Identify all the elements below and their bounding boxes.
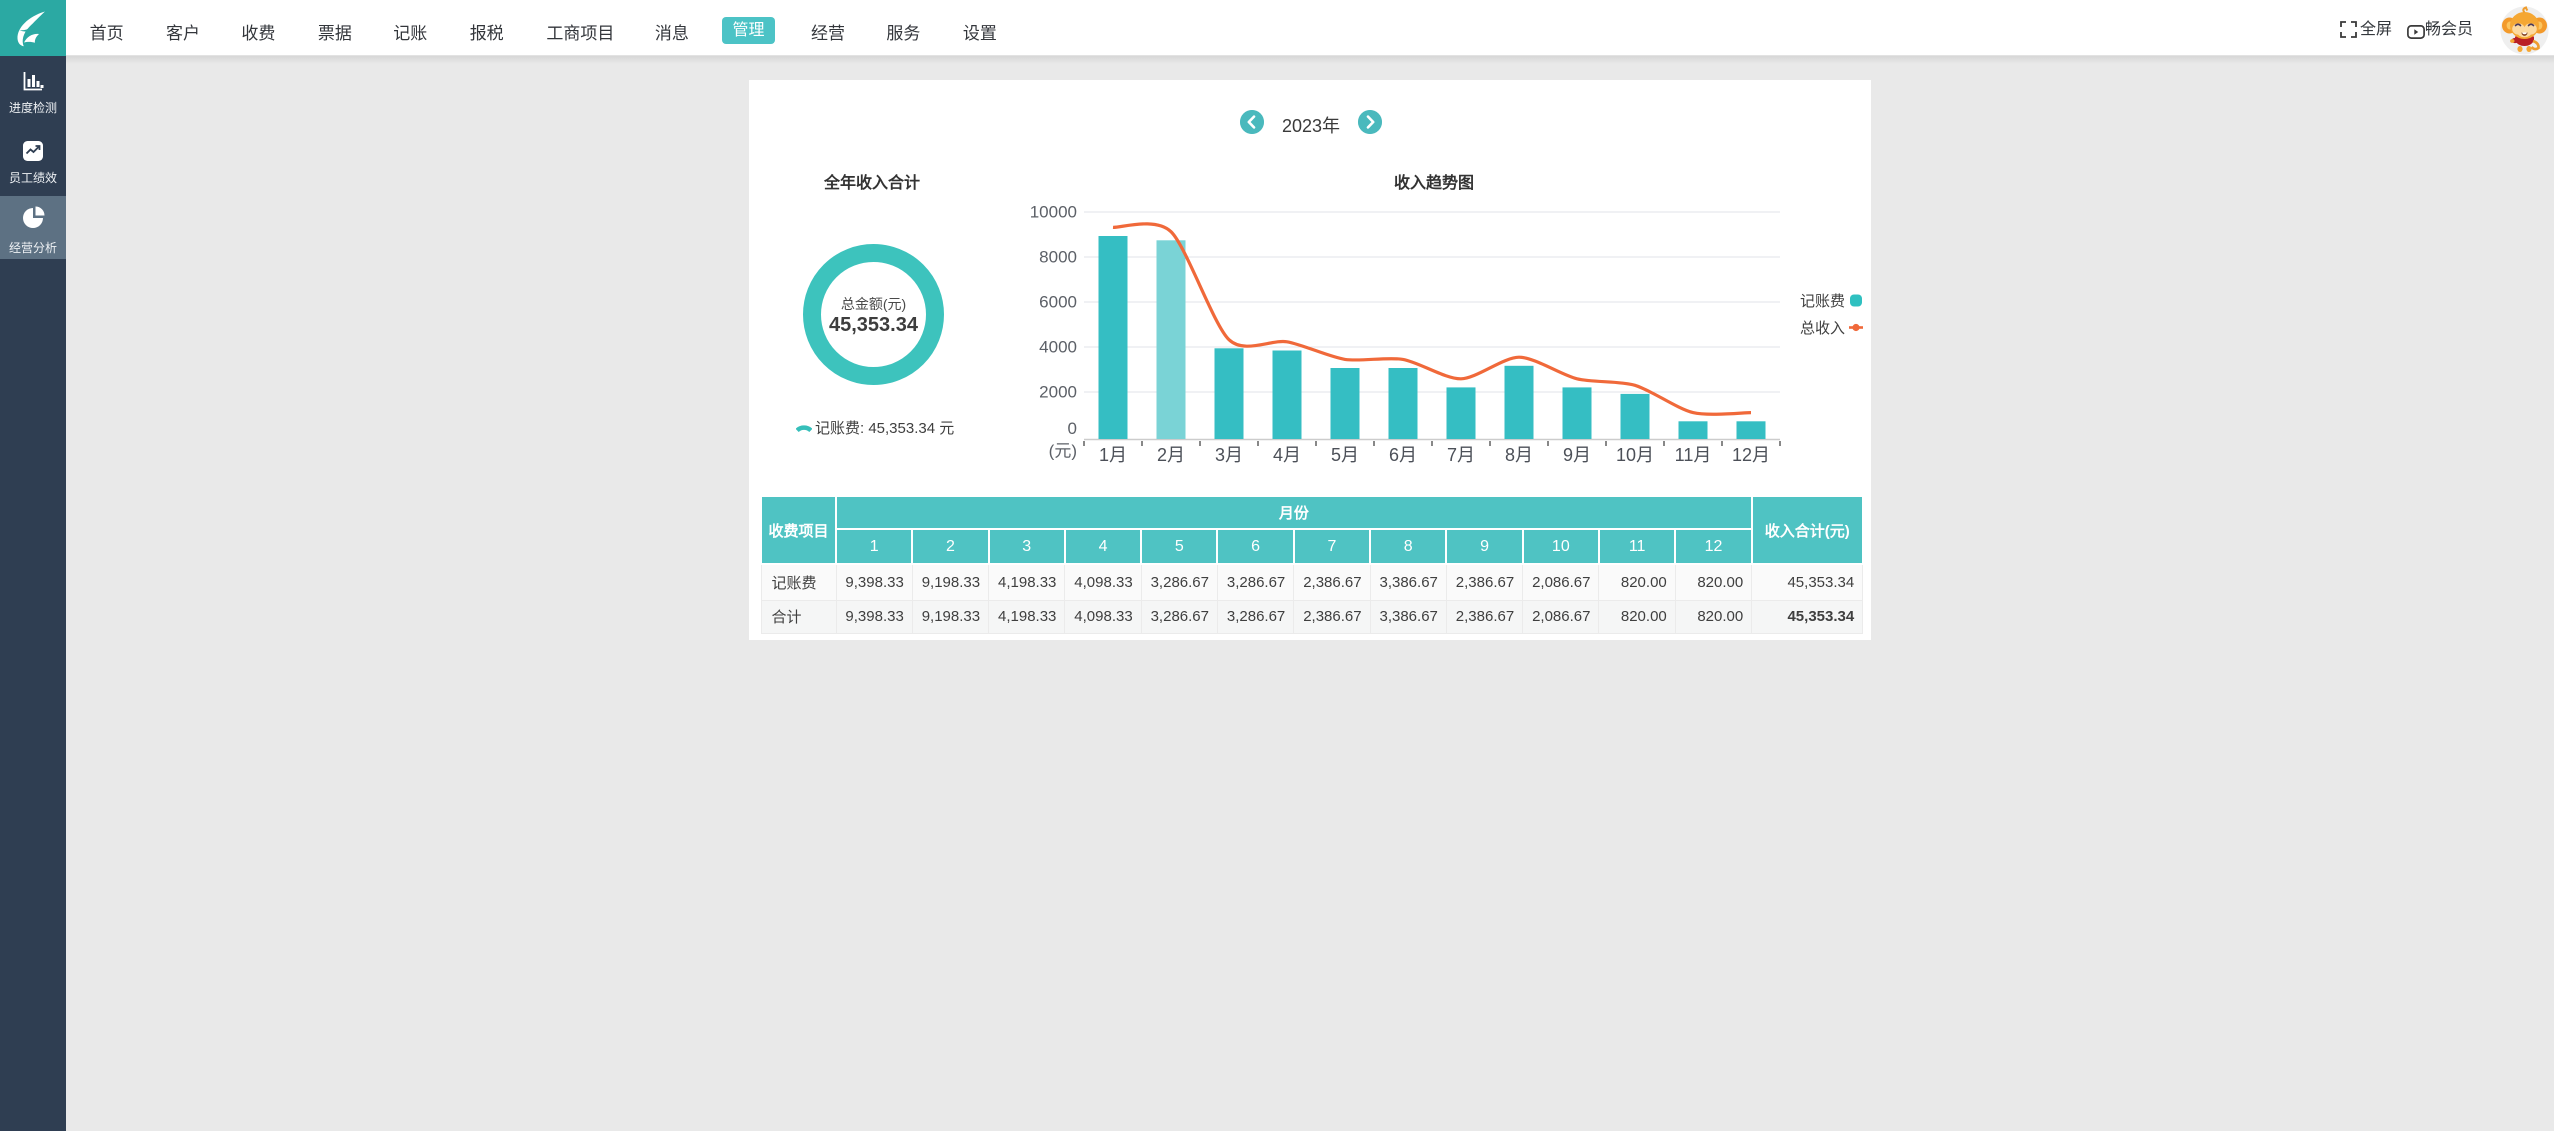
svg-text:5月: 5月 xyxy=(1331,445,1359,465)
svg-text:3月: 3月 xyxy=(1215,445,1243,465)
svg-text:4月: 4月 xyxy=(1273,445,1301,465)
svg-text:10000: 10000 xyxy=(1030,203,1077,222)
svg-text:记账费: 记账费 xyxy=(1800,293,1845,310)
svg-text:6000: 6000 xyxy=(1039,293,1077,312)
svg-text:12月: 12月 xyxy=(1732,445,1770,465)
svg-text:11月: 11月 xyxy=(1675,445,1712,465)
svg-text:1月: 1月 xyxy=(1099,445,1127,465)
svg-text:4000: 4000 xyxy=(1039,338,1077,357)
svg-text:10月: 10月 xyxy=(1616,445,1654,465)
svg-text:(元): (元) xyxy=(1049,442,1077,461)
svg-text:总收入: 总收入 xyxy=(1800,320,1845,337)
svg-text:0: 0 xyxy=(1068,419,1077,438)
svg-text:7月: 7月 xyxy=(1447,445,1475,465)
svg-text:2月: 2月 xyxy=(1157,445,1185,465)
svg-text:2000: 2000 xyxy=(1039,383,1077,402)
svg-text:6月: 6月 xyxy=(1389,445,1417,465)
svg-text:8000: 8000 xyxy=(1039,248,1077,267)
svg-text:9月: 9月 xyxy=(1563,445,1591,465)
svg-text:8月: 8月 xyxy=(1505,445,1533,465)
